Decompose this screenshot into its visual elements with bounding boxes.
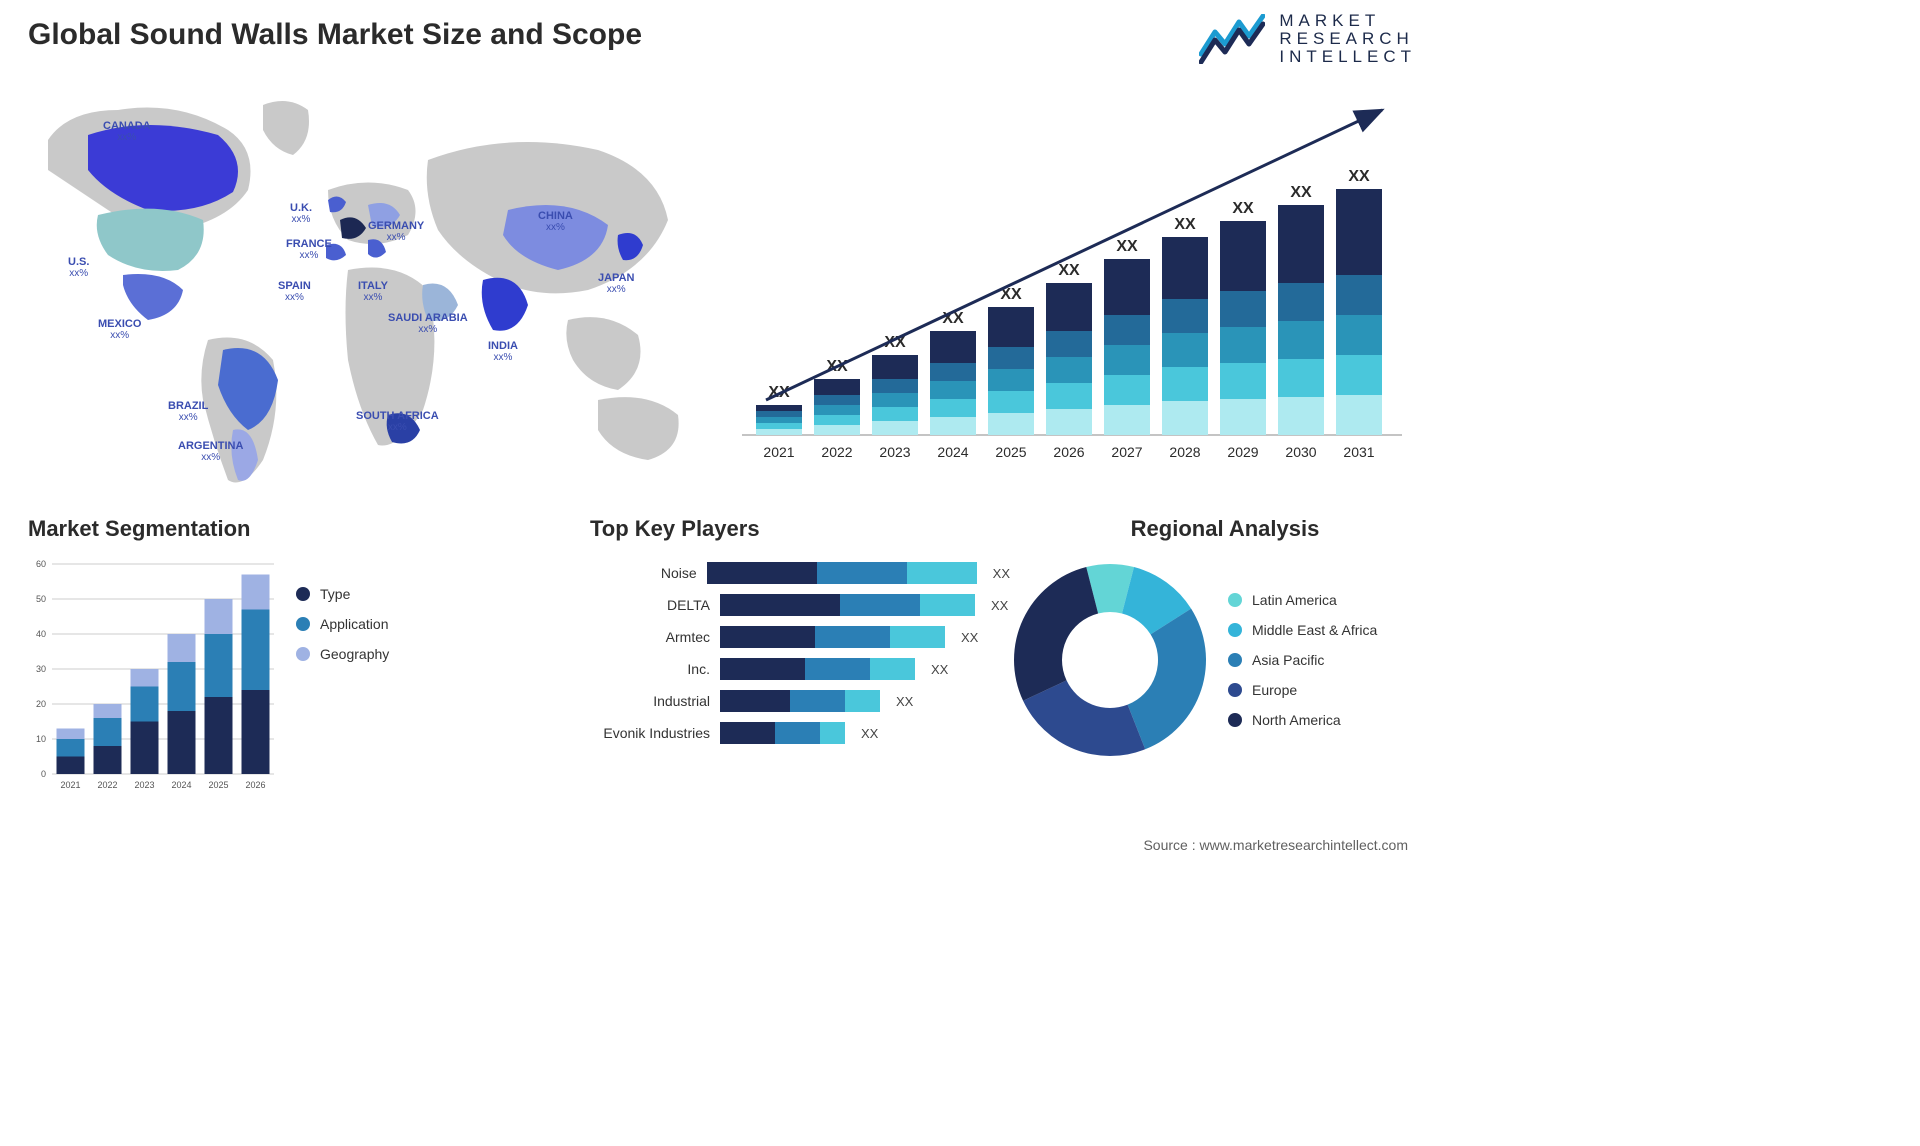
map-label: CHINAxx% xyxy=(538,210,573,233)
player-value: XX xyxy=(991,598,1008,613)
svg-text:XX: XX xyxy=(1232,200,1254,217)
player-value: XX xyxy=(961,630,978,645)
regional-title: Regional Analysis xyxy=(1010,516,1440,542)
map-label: JAPANxx% xyxy=(598,272,634,295)
map-label: MEXICOxx% xyxy=(98,318,141,341)
page-title: Global Sound Walls Market Size and Scope xyxy=(28,18,642,52)
player-bar xyxy=(720,594,975,616)
svg-text:2021: 2021 xyxy=(763,444,794,460)
svg-text:2025: 2025 xyxy=(995,444,1026,460)
brand-logo: MARKET RESEARCH INTELLECT xyxy=(1199,12,1416,66)
player-row: Inc. XX xyxy=(590,658,1010,680)
map-label: U.K.xx% xyxy=(290,202,312,225)
svg-text:2027: 2027 xyxy=(1111,444,1142,460)
svg-text:2022: 2022 xyxy=(821,444,852,460)
brand-icon xyxy=(1199,14,1265,64)
players-title: Top Key Players xyxy=(590,516,1010,542)
segmentation-panel: Market Segmentation 0 10 20 30 40 50 60 2021 202… xyxy=(28,516,448,798)
player-bar xyxy=(707,562,977,584)
svg-text:2023: 2023 xyxy=(134,780,154,790)
world-map: CANADAxx% U.S.xx% MEXICOxx% BRAZILxx% ARGENT… xyxy=(28,80,708,500)
map-label: ARGENTINAxx% xyxy=(178,440,243,463)
map-label: FRANCExx% xyxy=(286,238,332,261)
legend-item: Latin America xyxy=(1228,592,1377,608)
map-label: INDIAxx% xyxy=(488,340,518,363)
svg-text:40: 40 xyxy=(36,629,46,639)
svg-text:XX: XX xyxy=(1174,216,1196,233)
svg-text:2026: 2026 xyxy=(245,780,265,790)
map-label: SAUDI ARABIAxx% xyxy=(388,312,468,335)
player-row: DELTA XX xyxy=(590,594,1010,616)
segmentation-title: Market Segmentation xyxy=(28,516,448,542)
segmentation-legend: Type Application Geography xyxy=(296,586,389,798)
player-row: Armtec XX xyxy=(590,626,1010,648)
svg-text:2022: 2022 xyxy=(97,780,117,790)
player-bar xyxy=(720,690,880,712)
player-name: Inc. xyxy=(590,661,710,677)
player-name: Noise xyxy=(590,565,697,581)
player-value: XX xyxy=(896,694,913,709)
svg-text:0: 0 xyxy=(41,769,46,779)
player-name: Evonik Industries xyxy=(590,725,710,741)
svg-text:2029: 2029 xyxy=(1227,444,1258,460)
segmentation-chart: 0 10 20 30 40 50 60 2021 2022 2023 2024 2025 2026 xyxy=(28,558,278,798)
legend-item: North America xyxy=(1228,712,1377,728)
map-label: BRAZILxx% xyxy=(168,400,208,423)
brand-line3: INTELLECT xyxy=(1279,48,1416,66)
svg-text:60: 60 xyxy=(36,559,46,569)
player-name: Industrial xyxy=(590,693,710,709)
map-label: CANADAxx% xyxy=(103,120,151,143)
legend-item: Application xyxy=(296,616,389,632)
player-value: XX xyxy=(931,662,948,677)
forecast-chart: XX2021XX2022XX2023XX2024XX2025XX2026XX20… xyxy=(742,90,1402,480)
map-label: SOUTH AFRICAxx% xyxy=(356,410,439,433)
svg-text:2031: 2031 xyxy=(1343,444,1374,460)
svg-text:2023: 2023 xyxy=(879,444,910,460)
player-bar xyxy=(720,626,945,648)
svg-text:XX: XX xyxy=(1290,184,1312,201)
player-value: XX xyxy=(993,566,1010,581)
map-label: U.S.xx% xyxy=(68,256,89,279)
map-label: GERMANYxx% xyxy=(368,220,424,243)
svg-text:XX: XX xyxy=(1348,168,1370,185)
svg-text:50: 50 xyxy=(36,594,46,604)
player-row: Noise XX xyxy=(590,562,1010,584)
legend-item: Middle East & Africa xyxy=(1228,622,1377,638)
player-name: DELTA xyxy=(590,597,710,613)
svg-text:XX: XX xyxy=(1116,238,1138,255)
player-bar xyxy=(720,722,845,744)
svg-text:2028: 2028 xyxy=(1169,444,1200,460)
svg-text:XX: XX xyxy=(1058,262,1080,279)
svg-text:30: 30 xyxy=(36,664,46,674)
svg-text:2026: 2026 xyxy=(1053,444,1084,460)
svg-text:2025: 2025 xyxy=(208,780,228,790)
regional-donut xyxy=(1010,560,1210,760)
svg-text:10: 10 xyxy=(36,734,46,744)
source-text: Source : www.marketresearchintellect.com xyxy=(1143,837,1408,853)
legend-item: Type xyxy=(296,586,389,602)
brand-line1: MARKET xyxy=(1279,12,1416,30)
svg-text:2030: 2030 xyxy=(1285,444,1316,460)
legend-item: Asia Pacific xyxy=(1228,652,1377,668)
svg-text:2021: 2021 xyxy=(60,780,80,790)
legend-item: Europe xyxy=(1228,682,1377,698)
regional-panel: Regional Analysis Latin America Middle Ea… xyxy=(1010,516,1440,760)
map-label: ITALYxx% xyxy=(358,280,388,303)
player-row: Evonik Industries XX xyxy=(590,722,1010,744)
player-name: Armtec xyxy=(590,629,710,645)
svg-text:20: 20 xyxy=(36,699,46,709)
svg-text:2024: 2024 xyxy=(937,444,968,460)
svg-text:2024: 2024 xyxy=(171,780,191,790)
player-row: Industrial XX xyxy=(590,690,1010,712)
player-value: XX xyxy=(861,726,878,741)
map-label: SPAINxx% xyxy=(278,280,311,303)
legend-item: Geography xyxy=(296,646,389,662)
players-panel: Top Key Players NoiseXXDELTAXXArmtecXXIn… xyxy=(590,516,1010,744)
player-bar xyxy=(720,658,915,680)
brand-line2: RESEARCH xyxy=(1279,30,1416,48)
regional-legend: Latin America Middle East & Africa Asia Pa… xyxy=(1228,592,1377,728)
